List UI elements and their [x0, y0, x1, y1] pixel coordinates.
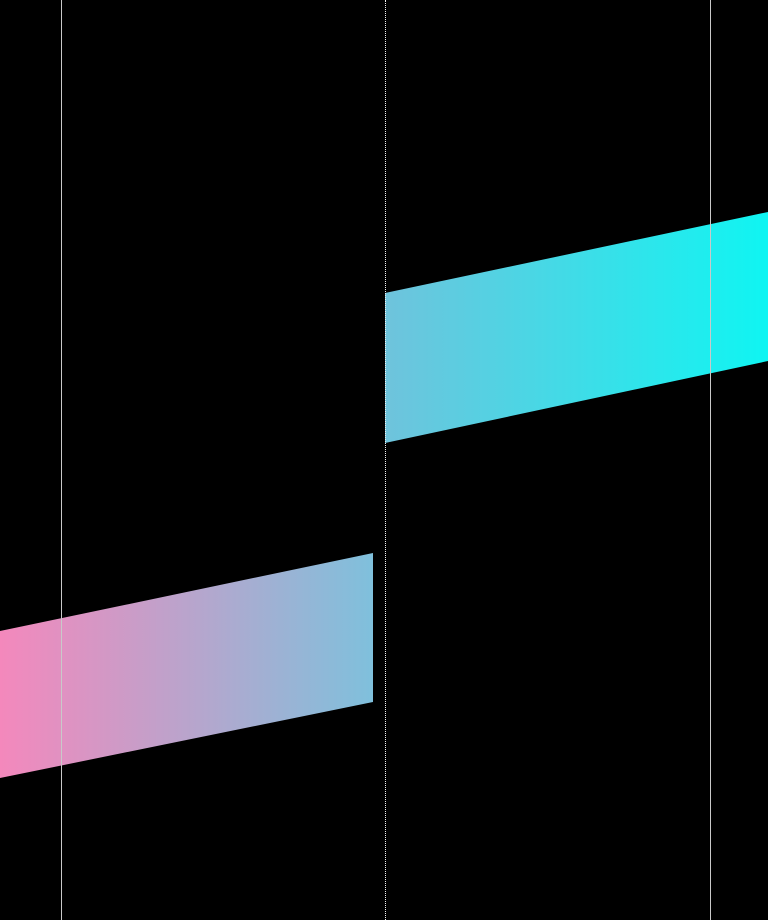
axis-gridline-1 — [61, 0, 62, 920]
axis-gridline-2 — [385, 0, 386, 920]
axis-gridline-3 — [710, 0, 711, 920]
ribbon-segment-lower-pink[interactable] — [0, 553, 373, 778]
